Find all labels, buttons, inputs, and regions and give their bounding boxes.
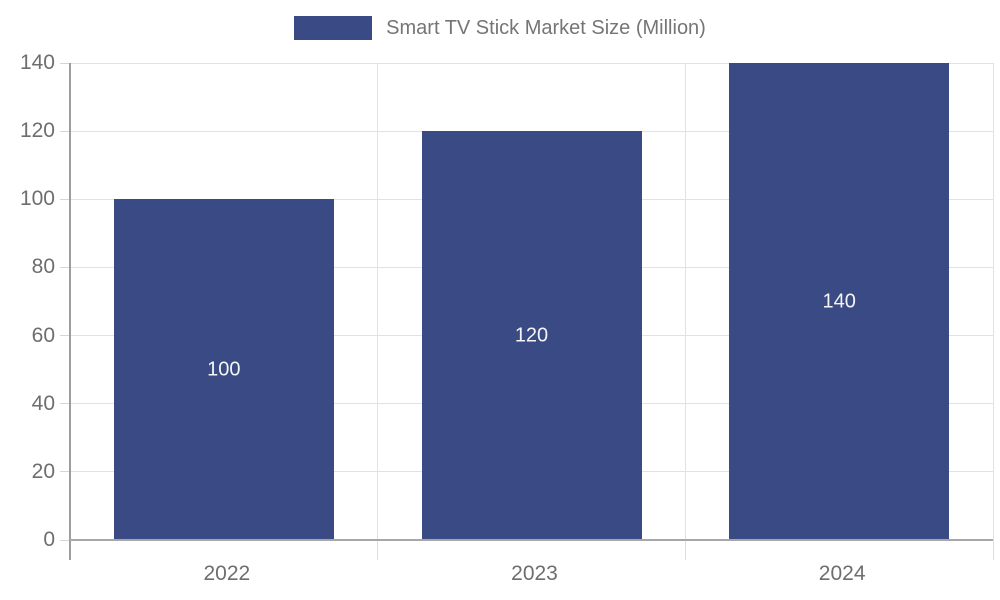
bar-value-label: 100 bbox=[207, 358, 241, 381]
x-tick-label: 2024 bbox=[818, 562, 866, 585]
chart-legend: Smart TV Stick Market Size (Million) bbox=[0, 16, 1000, 40]
x-tick-label: 2022 bbox=[203, 562, 251, 585]
y-axis-tick bbox=[60, 198, 70, 200]
bar bbox=[113, 199, 334, 540]
y-tick-label: 100 bbox=[19, 187, 55, 211]
x-axis-tick bbox=[377, 540, 379, 560]
y-axis-tick bbox=[60, 403, 70, 405]
y-tick-label: 40 bbox=[31, 391, 55, 415]
y-axis-tick bbox=[60, 130, 70, 132]
y-axis-tick bbox=[60, 266, 70, 268]
x-axis-tick bbox=[992, 540, 994, 560]
y-axis-tick bbox=[60, 471, 70, 473]
y-tick-label: 0 bbox=[43, 528, 55, 551]
gridline-horizontal bbox=[70, 62, 993, 64]
bar-value-label: 140 bbox=[822, 290, 856, 312]
x-tick-label: 2023 bbox=[511, 562, 558, 585]
bar bbox=[729, 63, 950, 540]
gridline-vertical bbox=[377, 63, 379, 540]
y-tick-label: 60 bbox=[31, 323, 55, 347]
y-tick-label: 20 bbox=[31, 459, 55, 483]
y-axis-tick bbox=[60, 539, 70, 541]
legend-swatch bbox=[294, 16, 373, 40]
x-axis-line bbox=[70, 539, 993, 541]
y-tick-label: 80 bbox=[31, 255, 55, 279]
legend-label: Smart TV Stick Market Size (Million) bbox=[386, 16, 706, 39]
y-axis-tick bbox=[60, 62, 70, 64]
gridline-vertical bbox=[684, 63, 686, 540]
bar bbox=[421, 131, 642, 540]
gridline-vertical bbox=[992, 63, 994, 540]
y-tick-label: 140 bbox=[19, 51, 55, 74]
x-axis-tick bbox=[684, 540, 686, 560]
y-tick-label: 120 bbox=[19, 119, 55, 143]
y-axis-tick bbox=[60, 335, 70, 337]
bar-value-label: 120 bbox=[514, 324, 549, 347]
y-axis-line bbox=[69, 63, 71, 560]
